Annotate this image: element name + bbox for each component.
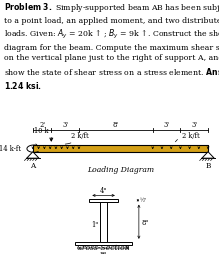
Text: 2 k/ft: 2 k/ft [175, 131, 200, 142]
Text: B: B [205, 162, 211, 170]
Text: 2 k/ft: 2 k/ft [65, 131, 89, 145]
Text: Cross-Section: Cross-Section [77, 243, 130, 251]
Text: 8": 8" [141, 218, 148, 226]
Text: 3': 3' [164, 121, 170, 129]
Text: ½": ½" [140, 198, 147, 203]
Text: $\bf{Problem\ 3.}$ Simply-supported beam AB has been subjected
to a point load, : $\bf{Problem\ 3.}$ Simply-supported beam… [4, 1, 219, 91]
Text: 4": 4" [100, 186, 107, 194]
Text: 8': 8' [113, 121, 119, 129]
Text: 3': 3' [62, 121, 68, 129]
Text: 8": 8" [100, 250, 107, 254]
Text: 3': 3' [191, 121, 197, 129]
Text: 1": 1" [91, 220, 98, 228]
Text: 10 k: 10 k [34, 126, 48, 134]
Text: A: A [30, 162, 35, 170]
Bar [100, 202, 107, 242]
Text: 14 k-ft: 14 k-ft [0, 145, 21, 153]
Text: 2': 2' [39, 121, 45, 129]
Text: Loading Diagram: Loading Diagram [87, 166, 154, 174]
Polygon shape [202, 152, 214, 158]
Bar [75, 242, 132, 245]
Polygon shape [27, 152, 39, 158]
Bar [89, 199, 118, 202]
Bar [33, 145, 208, 152]
